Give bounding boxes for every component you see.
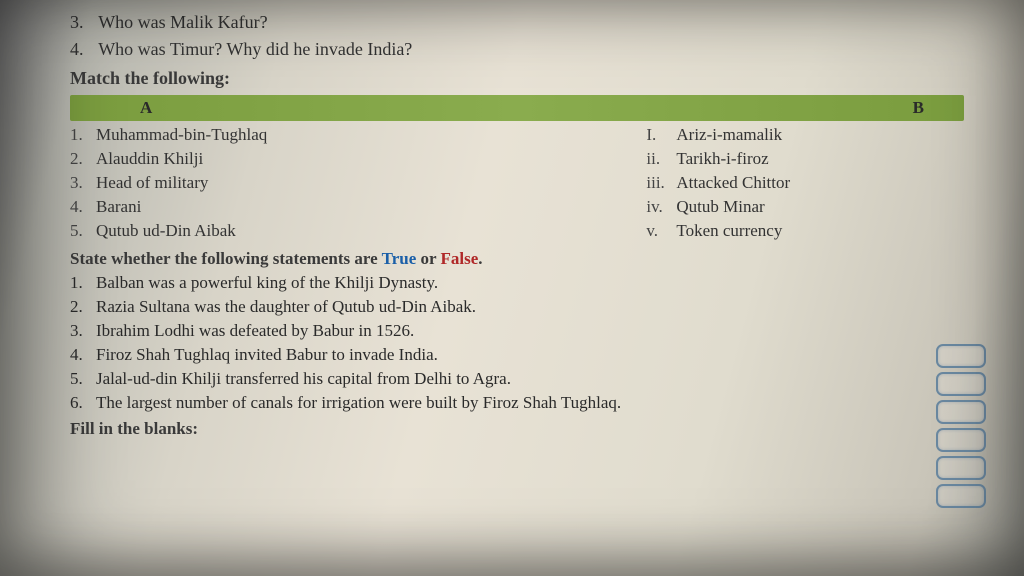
textbook-page: 3. Who was Malik Kafur? 4. Who was Timur… xyxy=(0,0,1024,439)
match-header: A B xyxy=(70,95,964,121)
tf-item: 6.The largest number of canals for irrig… xyxy=(70,393,964,413)
true-word: True xyxy=(382,249,417,268)
match-row: 2.Alauddin Khilji ii.Tarikh-i-firoz xyxy=(70,149,964,169)
question-text: Who was Timur? Why did he invade India? xyxy=(98,39,412,59)
question-3: 3. Who was Malik Kafur? xyxy=(70,12,964,33)
match-row: 1.Muhammad-bin-Tughlaq I.Ariz-i-mamalik xyxy=(70,125,964,145)
answer-box[interactable] xyxy=(936,372,986,396)
tf-item: 5.Jalal-ud-din Khilji transferred his ca… xyxy=(70,369,964,389)
question-number: 3. xyxy=(70,12,94,33)
match-header-b: B xyxy=(606,98,964,118)
fill-blanks-title: Fill in the blanks: xyxy=(70,419,964,439)
question-number: 4. xyxy=(70,39,94,60)
tf-item: 1.Balban was a powerful king of the Khil… xyxy=(70,273,964,293)
tf-item: 3.Ibrahim Lodhi was defeated by Babur in… xyxy=(70,321,964,341)
answer-box[interactable] xyxy=(936,484,986,508)
tf-item: 2.Razia Sultana was the daughter of Qutu… xyxy=(70,297,964,317)
answer-box[interactable] xyxy=(936,400,986,424)
question-text: Who was Malik Kafur? xyxy=(98,12,267,32)
false-word: False xyxy=(441,249,479,268)
answer-box[interactable] xyxy=(936,344,986,368)
true-false-list: 1.Balban was a powerful king of the Khil… xyxy=(70,273,964,413)
match-header-a: A xyxy=(70,98,606,118)
tf-item: 4.Firoz Shah Tughlaq invited Babur to in… xyxy=(70,345,964,365)
match-title: Match the following: xyxy=(70,68,964,89)
match-row: 5.Qutub ud-Din Aibak v.Token currency xyxy=(70,221,964,241)
answer-box-column xyxy=(936,344,986,508)
match-row: 4.Barani iv.Qutub Minar xyxy=(70,197,964,217)
answer-box[interactable] xyxy=(936,456,986,480)
match-row: 3.Head of military iii.Attacked Chittor xyxy=(70,173,964,193)
match-rows: 1.Muhammad-bin-Tughlaq I.Ariz-i-mamalik … xyxy=(70,125,964,241)
question-4: 4. Who was Timur? Why did he invade Indi… xyxy=(70,39,964,60)
answer-box[interactable] xyxy=(936,428,986,452)
true-false-title: State whether the following statements a… xyxy=(70,249,964,269)
